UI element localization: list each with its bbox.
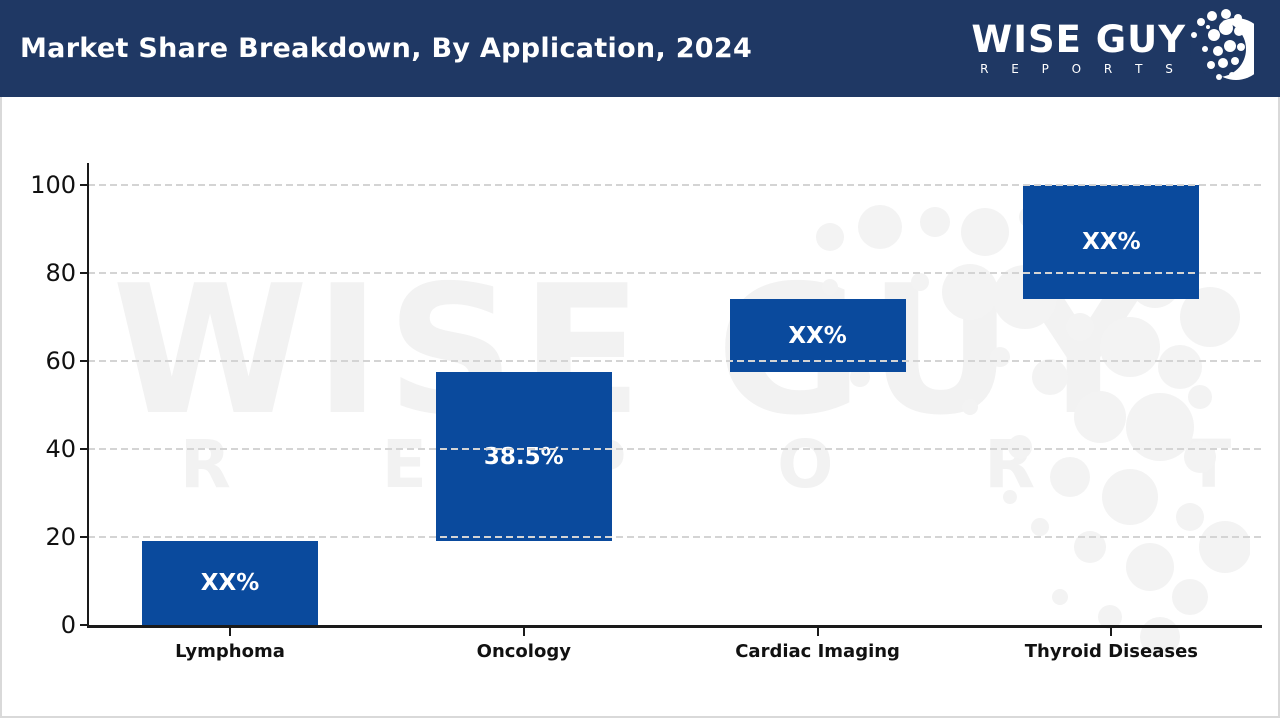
bar-thyroid-diseases: XX% — [1023, 185, 1200, 300]
gridline — [88, 448, 1262, 450]
y-tick-label: 40 — [45, 435, 76, 463]
logo-face-icon — [1190, 8, 1254, 80]
y-axis-tick — [80, 448, 88, 450]
y-axis-tick — [80, 624, 88, 626]
y-axis-tick — [80, 184, 88, 186]
x-category-label: Oncology — [476, 641, 571, 662]
brand-logo-text: WISE GUY R E P O R T S — [971, 21, 1186, 76]
header-bar: Market Share Breakdown, By Application, … — [0, 0, 1280, 97]
x-category-label: Thyroid Diseases — [1024, 641, 1198, 662]
bar-value-label: XX% — [200, 570, 260, 597]
chart-title: Market Share Breakdown, By Application, … — [20, 33, 753, 64]
bar-cardiac-imaging: XX% — [729, 299, 906, 372]
bar-oncology: 38.5% — [435, 372, 612, 542]
gridline — [88, 360, 1262, 362]
y-tick-label: 60 — [45, 347, 76, 375]
x-category-label: Lymphoma — [175, 641, 285, 662]
y-axis-tick — [80, 536, 88, 538]
x-category-label: Cardiac Imaging — [735, 641, 900, 662]
x-axis-tick — [1110, 627, 1113, 636]
gridline — [88, 184, 1262, 186]
y-axis-tick — [80, 272, 88, 274]
y-tick-label: 80 — [45, 259, 76, 287]
brand-name: WISE GUY — [971, 18, 1186, 61]
bar-lymphoma: XX% — [142, 541, 318, 625]
x-axis-tick — [816, 627, 819, 636]
gridline — [88, 536, 1262, 538]
bar-value-label: XX% — [788, 322, 847, 349]
gridline — [88, 272, 1262, 274]
y-tick-label: 0 — [60, 611, 76, 639]
x-axis-tick — [522, 627, 525, 636]
brand-subname: R E P O R T S — [980, 62, 1183, 76]
x-axis-line — [87, 625, 1262, 628]
y-tick-label: 20 — [45, 523, 76, 551]
y-tick-label: 100 — [30, 171, 76, 199]
y-axis-tick — [80, 360, 88, 362]
x-axis-tick — [229, 627, 231, 636]
bar-value-label: XX% — [1082, 229, 1141, 256]
plot-area: WISE GUY R E P O R T S 020406080100XX%Ly… — [0, 97, 1280, 718]
brand-logo: WISE GUY R E P O R T S — [971, 8, 1254, 89]
y-axis-line — [87, 163, 89, 628]
